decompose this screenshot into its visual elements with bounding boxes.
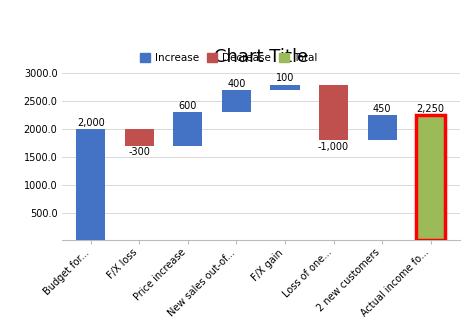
Bar: [270, 85, 300, 90]
Text: -300: -300: [128, 147, 150, 157]
Text: 2,000: 2,000: [77, 118, 105, 128]
Bar: [416, 115, 445, 240]
Text: 600: 600: [179, 101, 197, 111]
Text: 2,250: 2,250: [417, 104, 445, 114]
Bar: [125, 129, 154, 146]
Bar: [222, 90, 251, 113]
Legend: Increase, Decrease, Total: Increase, Decrease, Total: [136, 49, 322, 67]
Bar: [319, 85, 348, 140]
Bar: [367, 115, 397, 140]
Text: 450: 450: [373, 104, 392, 114]
Bar: [76, 129, 105, 240]
Text: 100: 100: [276, 73, 294, 83]
Bar: [416, 115, 445, 240]
Title: Chart Title: Chart Title: [214, 48, 308, 66]
Bar: [173, 113, 202, 146]
Text: -1,000: -1,000: [318, 142, 349, 152]
Text: 400: 400: [227, 79, 246, 89]
